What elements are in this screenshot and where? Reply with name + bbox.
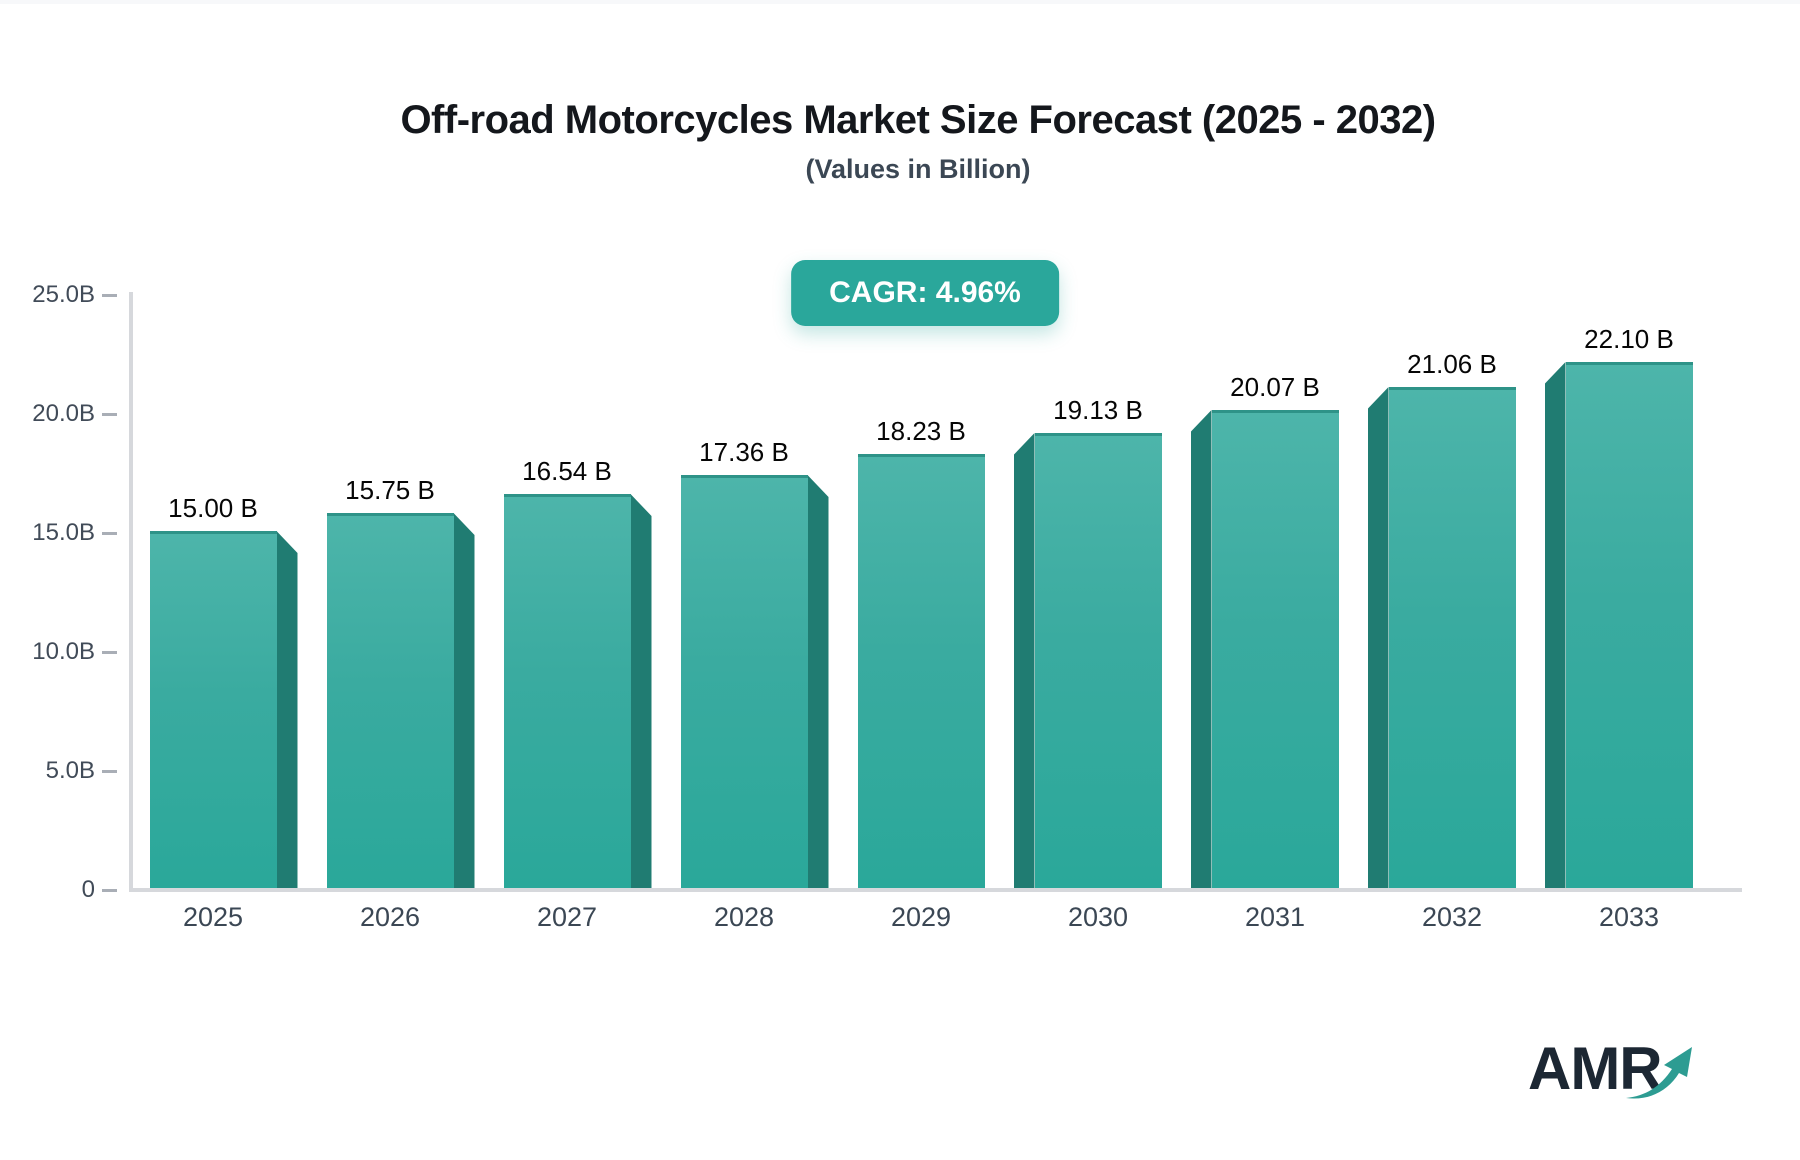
bar-value-label-2030: 19.13 B xyxy=(1053,395,1143,425)
x-tick-label-2027: 2027 xyxy=(536,902,598,932)
bar-value-label-2033: 22.10 B xyxy=(1584,324,1674,354)
y-tick-label-20: 20.0B xyxy=(32,400,95,427)
bar-value-label-2026: 15.75 B xyxy=(345,475,435,505)
x-axis-line xyxy=(129,888,1742,892)
growth-arrow-icon xyxy=(1626,1047,1692,1099)
x-tick-label-2025: 2025 xyxy=(182,902,244,932)
bar-value-label-2027: 16.54 B xyxy=(522,456,612,486)
bar-value-label-2031: 20.07 B xyxy=(1230,372,1320,402)
x-tick-label-2029: 2029 xyxy=(890,902,952,932)
bar-2027-side-face xyxy=(630,494,652,888)
y-tick-label-0: 0 xyxy=(81,876,95,903)
x-tick-label-2030: 2030 xyxy=(1067,902,1129,932)
bar-2030-side-face xyxy=(1013,433,1035,888)
bar-value-label-2029: 18.23 B xyxy=(876,416,966,446)
page-subtitle: (Values in Billion) xyxy=(805,154,1031,184)
y-tick-label-15: 15.0B xyxy=(32,519,95,546)
y-tick-label-25: 25.0B xyxy=(32,281,95,308)
chart-page: Off-road Motorcycles Market Size Forecas… xyxy=(0,4,1800,1160)
bar-2028 xyxy=(680,475,808,888)
cagr-badge: CAGR: 4.96% xyxy=(791,260,1059,326)
logo-text: AMR xyxy=(1528,1035,1663,1102)
bar-2031-side-face xyxy=(1190,410,1212,888)
y-axis-line xyxy=(129,292,133,892)
bar-2025-side-face xyxy=(276,531,298,888)
bar-2030 xyxy=(1034,433,1162,888)
x-tick-label-2026: 2026 xyxy=(359,902,421,932)
bar-value-label-2032: 21.06 B xyxy=(1407,349,1497,379)
bar-2032 xyxy=(1388,387,1516,888)
y-tick-5 xyxy=(102,769,117,773)
bar-2033-side-face xyxy=(1544,362,1566,888)
bar-2027 xyxy=(503,494,631,888)
y-tick-10 xyxy=(102,650,117,654)
y-tick-15 xyxy=(102,531,117,535)
bar-2031 xyxy=(1211,410,1339,888)
bar-2033 xyxy=(1565,362,1693,888)
y-tick-label-10: 10.0B xyxy=(32,638,95,665)
bar-value-label-2025: 15.00 B xyxy=(168,493,258,523)
y-tick-20 xyxy=(102,412,117,416)
x-tick-label-2031: 2031 xyxy=(1244,902,1306,932)
bar-2028-side-face xyxy=(807,475,829,888)
y-tick-0 xyxy=(102,888,117,892)
bar-value-label-2028: 17.36 B xyxy=(699,437,789,467)
bar-2032-side-face xyxy=(1367,387,1389,888)
bar-2026 xyxy=(326,513,454,888)
bar-2025 xyxy=(149,531,277,888)
page-title: Off-road Motorcycles Market Size Forecas… xyxy=(400,98,1436,142)
bar-chart: 0 5.0B 10.0B 15.0B 20.0B 25.0B 15.00 B 2025 15.7… xyxy=(0,4,1800,1160)
x-tick-label-2032: 2032 xyxy=(1421,902,1483,932)
y-tick-label-5: 5.0B xyxy=(45,757,95,784)
bar-2029 xyxy=(857,454,985,888)
x-tick-label-2028: 2028 xyxy=(713,902,775,932)
x-tick-label-2033: 2033 xyxy=(1598,902,1660,932)
bar-2026-side-face xyxy=(453,513,475,888)
y-tick-25 xyxy=(102,293,117,297)
amr-logo: AMR xyxy=(1528,1034,1708,1114)
